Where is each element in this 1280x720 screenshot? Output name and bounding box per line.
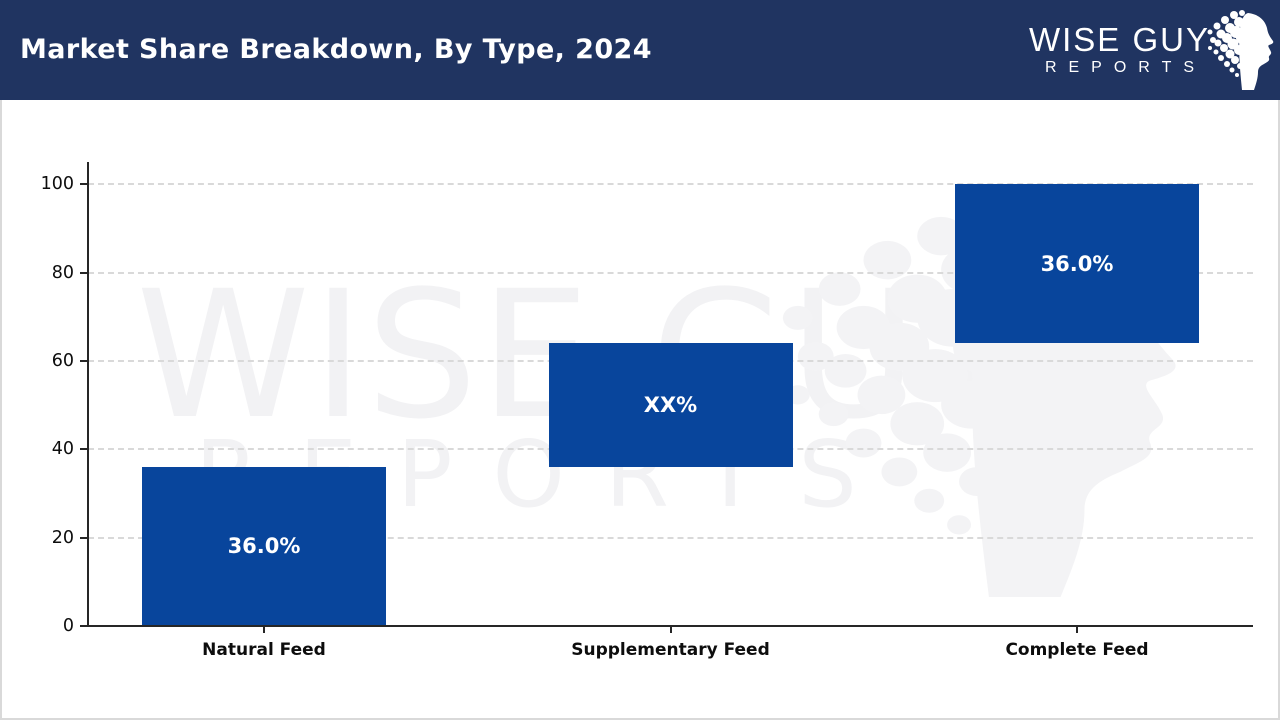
wise-guy-reports-logo: WISE GUY REPORTS	[1029, 0, 1274, 100]
logo-wordmark: WISE GUY	[1028, 21, 1210, 59]
x-tick	[669, 627, 672, 633]
x-category-label: Complete Feed	[1005, 640, 1149, 660]
x-tick	[263, 627, 265, 633]
y-tick	[80, 359, 88, 362]
y-tick-label: 40	[51, 439, 74, 460]
bar-supplementary-feed: XX%	[548, 343, 793, 467]
y-tick	[80, 183, 88, 186]
bar-value-label: 36.0%	[1040, 251, 1114, 276]
x-category-label: Natural Feed	[202, 640, 326, 660]
y-tick	[80, 536, 88, 539]
logo-text: WISE GUY REPORTS	[1029, 23, 1210, 77]
y-tick	[80, 271, 88, 274]
gridline	[88, 183, 1253, 186]
x-axis-line	[87, 625, 1253, 627]
gridline	[88, 536, 1253, 539]
x-category-label: Supplementary Feed	[571, 640, 770, 660]
x-tick	[1076, 627, 1078, 633]
bar-value-label: 36.0%	[227, 534, 301, 559]
header-bar: Market Share Breakdown, By Type, 2024 WI…	[0, 0, 1280, 100]
bar-natural-feed: 36.0%	[142, 466, 386, 626]
y-tick-label: 20	[51, 527, 74, 548]
y-tick-label: 80	[51, 262, 74, 283]
y-axis-line	[87, 162, 89, 627]
y-tick-label: 60	[51, 350, 74, 371]
y-tick-label: 0	[62, 616, 74, 636]
logo-face-icon	[1207, 10, 1274, 90]
bar-complete-feed: 36.0%	[955, 184, 1199, 344]
y-tick	[80, 448, 88, 451]
y-tick	[80, 625, 88, 627]
gridline	[88, 271, 1253, 274]
bar-value-label: XX%	[643, 393, 698, 418]
logo-subtitle: REPORTS	[1044, 58, 1207, 76]
y-tick-label: 100	[40, 174, 74, 195]
page-title: Market Share Breakdown, By Type, 2024	[20, 34, 652, 65]
